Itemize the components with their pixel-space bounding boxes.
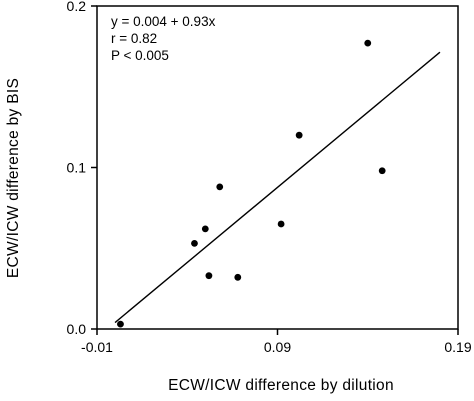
x-tick-label: -0.01 [81, 339, 113, 355]
data-points [117, 39, 386, 328]
y-tick-label: 0.2 [67, 0, 87, 14]
x-axis-title: ECW/ICW difference by dilution [168, 377, 394, 394]
annotation-p-value: P < 0.005 [111, 48, 169, 63]
annotation-equation: y = 0.004 + 0.93x [111, 14, 216, 29]
y-axis-title: ECW/ICW difference by BIS [5, 78, 22, 278]
data-point [234, 273, 242, 281]
data-point [277, 220, 285, 228]
data-point [378, 167, 386, 175]
data-point [205, 272, 213, 280]
data-point [216, 183, 224, 191]
data-point [201, 225, 209, 233]
x-axis-ticks: -0.01 0.09 0.19 [81, 329, 472, 355]
annotation-r-value: r = 0.82 [111, 31, 157, 46]
x-tick-label: 0.09 [264, 339, 291, 355]
y-tick-label: 0.1 [67, 160, 87, 176]
data-point [117, 320, 124, 328]
regression-line-group [114, 51, 441, 324]
regression-line [114, 51, 441, 324]
y-axis-ticks: 0.0 0.1 0.2 [67, 0, 97, 337]
data-point [295, 131, 303, 139]
data-point [191, 240, 198, 247]
y-tick-label: 0.0 [67, 321, 87, 337]
data-point [364, 39, 372, 47]
x-tick-label: 0.19 [444, 339, 471, 355]
